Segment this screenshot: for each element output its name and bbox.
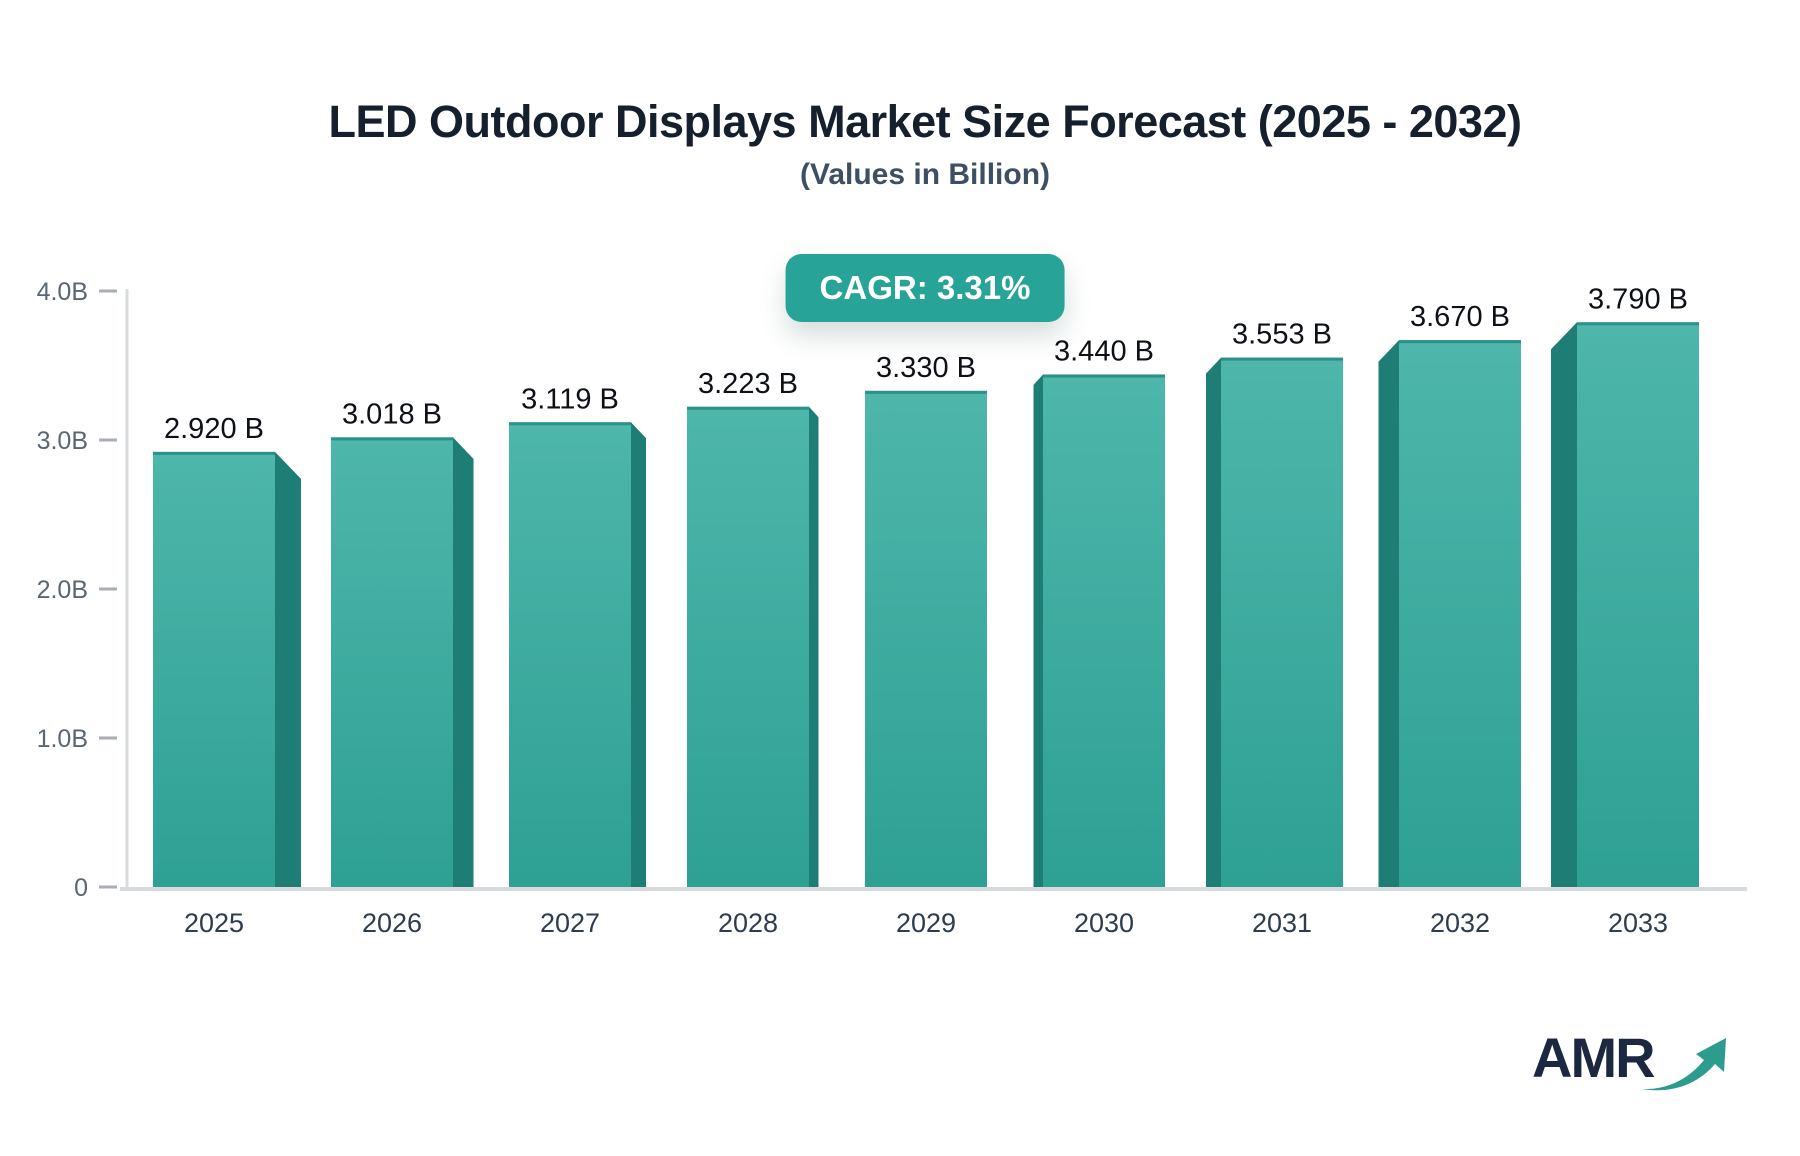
bar-2033 [1577, 322, 1699, 887]
bar-side-2028 [809, 406, 819, 887]
y-axis-tick-label: 2.0B [37, 576, 88, 604]
x-axis-label: 2029 [896, 908, 956, 938]
bar-side-2027 [631, 422, 646, 887]
bar-side-2030 [1033, 374, 1043, 887]
bar-2027 [509, 422, 631, 887]
cagr-badge: CAGR: 3.31% [785, 254, 1065, 322]
bar-2026 [331, 437, 453, 887]
x-axis-label: 2026 [362, 908, 422, 938]
chart-title: LED Outdoor Displays Market Size Forecas… [328, 96, 1522, 147]
bar-2028 [687, 406, 809, 887]
bar-2025 [153, 451, 275, 887]
bar-value-label: 3.440 B [1054, 335, 1154, 367]
bar-side-2025 [275, 451, 301, 887]
x-axis-label: 2027 [540, 908, 600, 938]
y-axis-tick-label: 4.0B [37, 278, 88, 306]
bar-value-label: 3.553 B [1232, 319, 1332, 351]
x-axis-label: 2030 [1074, 908, 1134, 938]
y-axis-tick-label: 0 [74, 874, 88, 902]
bar-value-label: 2.920 B [164, 413, 264, 445]
bar-side-2033 [1551, 322, 1577, 887]
bar-value-label: 3.670 B [1410, 301, 1510, 333]
amr-logo-text: AMR [1532, 1026, 1656, 1089]
bar-side-2026 [453, 437, 474, 887]
x-axis-label: 2031 [1252, 908, 1312, 938]
cagr-badge-label: CAGR: 3.31% [819, 269, 1031, 306]
x-axis-label: 2025 [184, 908, 244, 938]
x-axis-label: 2033 [1608, 908, 1668, 938]
bar-value-label: 3.018 B [342, 398, 442, 430]
chart-subtitle: (Values in Billion) [799, 158, 1051, 191]
amr-logo: AMR [1532, 1030, 1740, 1096]
bar-value-label: 3.223 B [698, 368, 798, 400]
trending-up-arrow-icon [1641, 1038, 1726, 1091]
bar-2029 [865, 390, 987, 887]
y-axis-tick-label: 1.0B [37, 725, 88, 753]
bar-2030 [1043, 374, 1165, 887]
x-axis-label: 2028 [718, 908, 778, 938]
y-axis-tick-label: 3.0B [37, 427, 88, 455]
bar-side-2032 [1378, 340, 1399, 887]
bar-2032 [1399, 340, 1521, 887]
bar-value-label: 3.119 B [521, 383, 619, 415]
bar-value-label: 3.330 B [876, 352, 976, 384]
x-axis-label: 2032 [1430, 908, 1490, 938]
bar-2031 [1221, 357, 1343, 887]
bar-value-label: 3.790 B [1588, 283, 1688, 315]
bar-side-2031 [1206, 357, 1221, 887]
